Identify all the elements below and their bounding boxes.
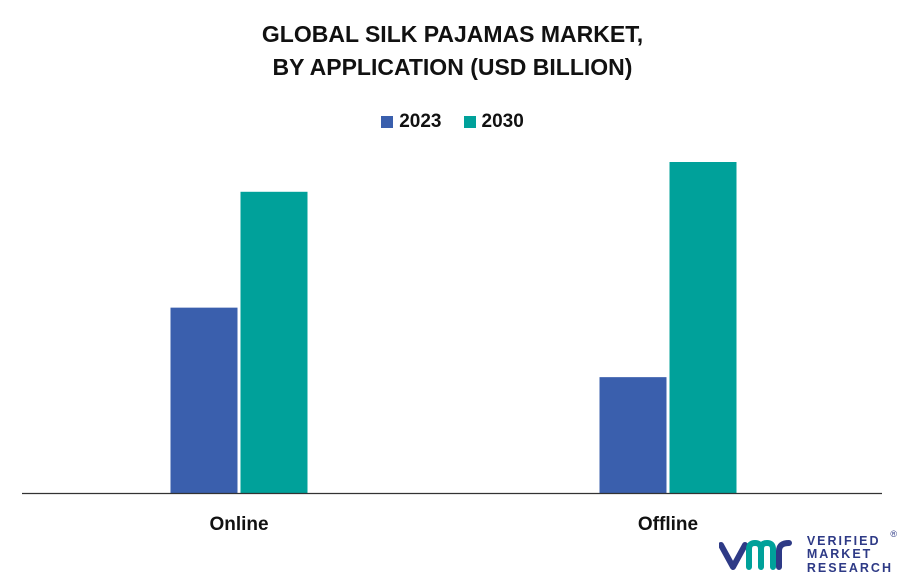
chart-title: GLOBAL SILK PAJAMAS MARKET, BY APPLICATI…	[0, 18, 905, 84]
legend-label-2030: 2030	[481, 111, 524, 132]
bar-offline-2030	[669, 162, 737, 493]
bar-online-2030	[240, 191, 308, 494]
logo-wordmark: VERIFIED MARKET RESEARCH	[806, 533, 893, 576]
category-label-offline: Offline	[638, 514, 698, 535]
chart-legend: 2023 2030	[0, 111, 905, 133]
logo-text-research: RESEARCH	[806, 560, 893, 575]
category-label-online: Online	[209, 514, 268, 535]
verified-market-research-logo: VERIFIED MARKET RESEARCH ®	[718, 529, 897, 576]
legend-swatch-2030	[463, 116, 476, 128]
vmr-logo-icon	[718, 539, 792, 570]
registered-mark: ®	[890, 528, 897, 539]
bar-online-2023	[170, 307, 238, 493]
logo-text-verified: VERIFIED	[806, 533, 881, 548]
legend-label-2023: 2023	[399, 111, 442, 132]
legend-swatch-2023	[381, 116, 394, 128]
chart-title-line-2: BY APPLICATION (USD BILLION)	[272, 54, 633, 80]
legend-item-2023: 2023	[381, 111, 442, 133]
chart-title-line-1: GLOBAL SILK PAJAMAS MARKET,	[261, 21, 644, 47]
legend-item-2030: 2030	[463, 111, 524, 133]
logo-text-market: MARKET	[806, 547, 873, 561]
bar-offline-2023	[599, 377, 667, 493]
